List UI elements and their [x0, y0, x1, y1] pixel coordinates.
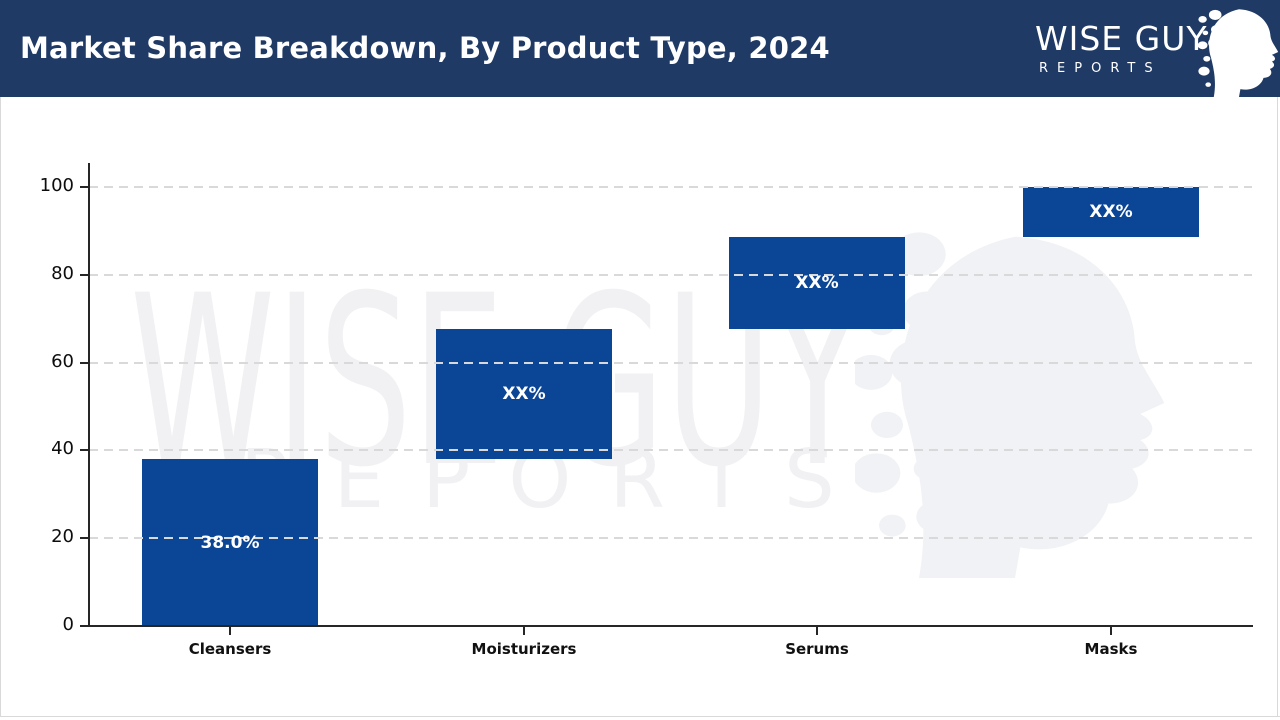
y-tick-label-100: 100: [39, 175, 74, 196]
y-axis-line: [88, 163, 90, 627]
watermark-head-graphic: [855, 232, 1165, 578]
x-tick-label-moisturizers: Moisturizers: [471, 640, 577, 658]
y-tick-label-60: 60: [51, 350, 74, 372]
y-axis-tick-100: [80, 186, 88, 188]
brand-logo-head-icon: [1197, 9, 1279, 97]
y-tick-label-20: 20: [51, 526, 74, 548]
x-axis-tick-cleansers: [229, 627, 231, 635]
brand-logo: WISE GUY REPORTS: [1035, 9, 1280, 97]
frame-border-right: [1277, 97, 1278, 716]
bar-value-label-masks: XX%: [1089, 202, 1133, 223]
x-tick-label-masks: Masks: [1084, 640, 1138, 658]
x-tick-label-serums: Serums: [785, 640, 849, 658]
x-tick-label-cleansers: Cleansers: [188, 640, 272, 658]
frame-border-bottom: [0, 716, 1280, 717]
y-tick-label-40: 40: [51, 438, 74, 460]
x-axis-tick-moisturizers: [523, 627, 525, 635]
y-axis-tick-60: [80, 361, 88, 364]
brand-logo-name: WISE GUY: [1035, 19, 1208, 58]
y-axis-tick-80: [80, 273, 88, 276]
watermark-text-sub: REPORTS: [240, 433, 873, 526]
y-tick-label-0: 0: [62, 614, 74, 635]
chart-title: Market Share Breakdown, By Product Type,…: [20, 31, 830, 65]
header: Market Share Breakdown, By Product Type,…: [0, 0, 1280, 97]
bar-value-label-cleansers: 38.0%: [200, 532, 260, 553]
frame-border-left: [0, 97, 1, 716]
y-tick-label-80: 80: [51, 262, 74, 284]
x-axis-tick-masks: [1110, 627, 1112, 635]
y-axis-tick-0: [80, 625, 88, 627]
x-axis-tick-serums: [816, 627, 818, 635]
brand-logo-subtitle: REPORTS: [1039, 61, 1162, 76]
y-axis-tick-20: [80, 537, 88, 540]
y-axis-tick-40: [80, 449, 88, 452]
x-axis-line: [88, 625, 1253, 627]
gridline-100: [89, 186, 1252, 188]
